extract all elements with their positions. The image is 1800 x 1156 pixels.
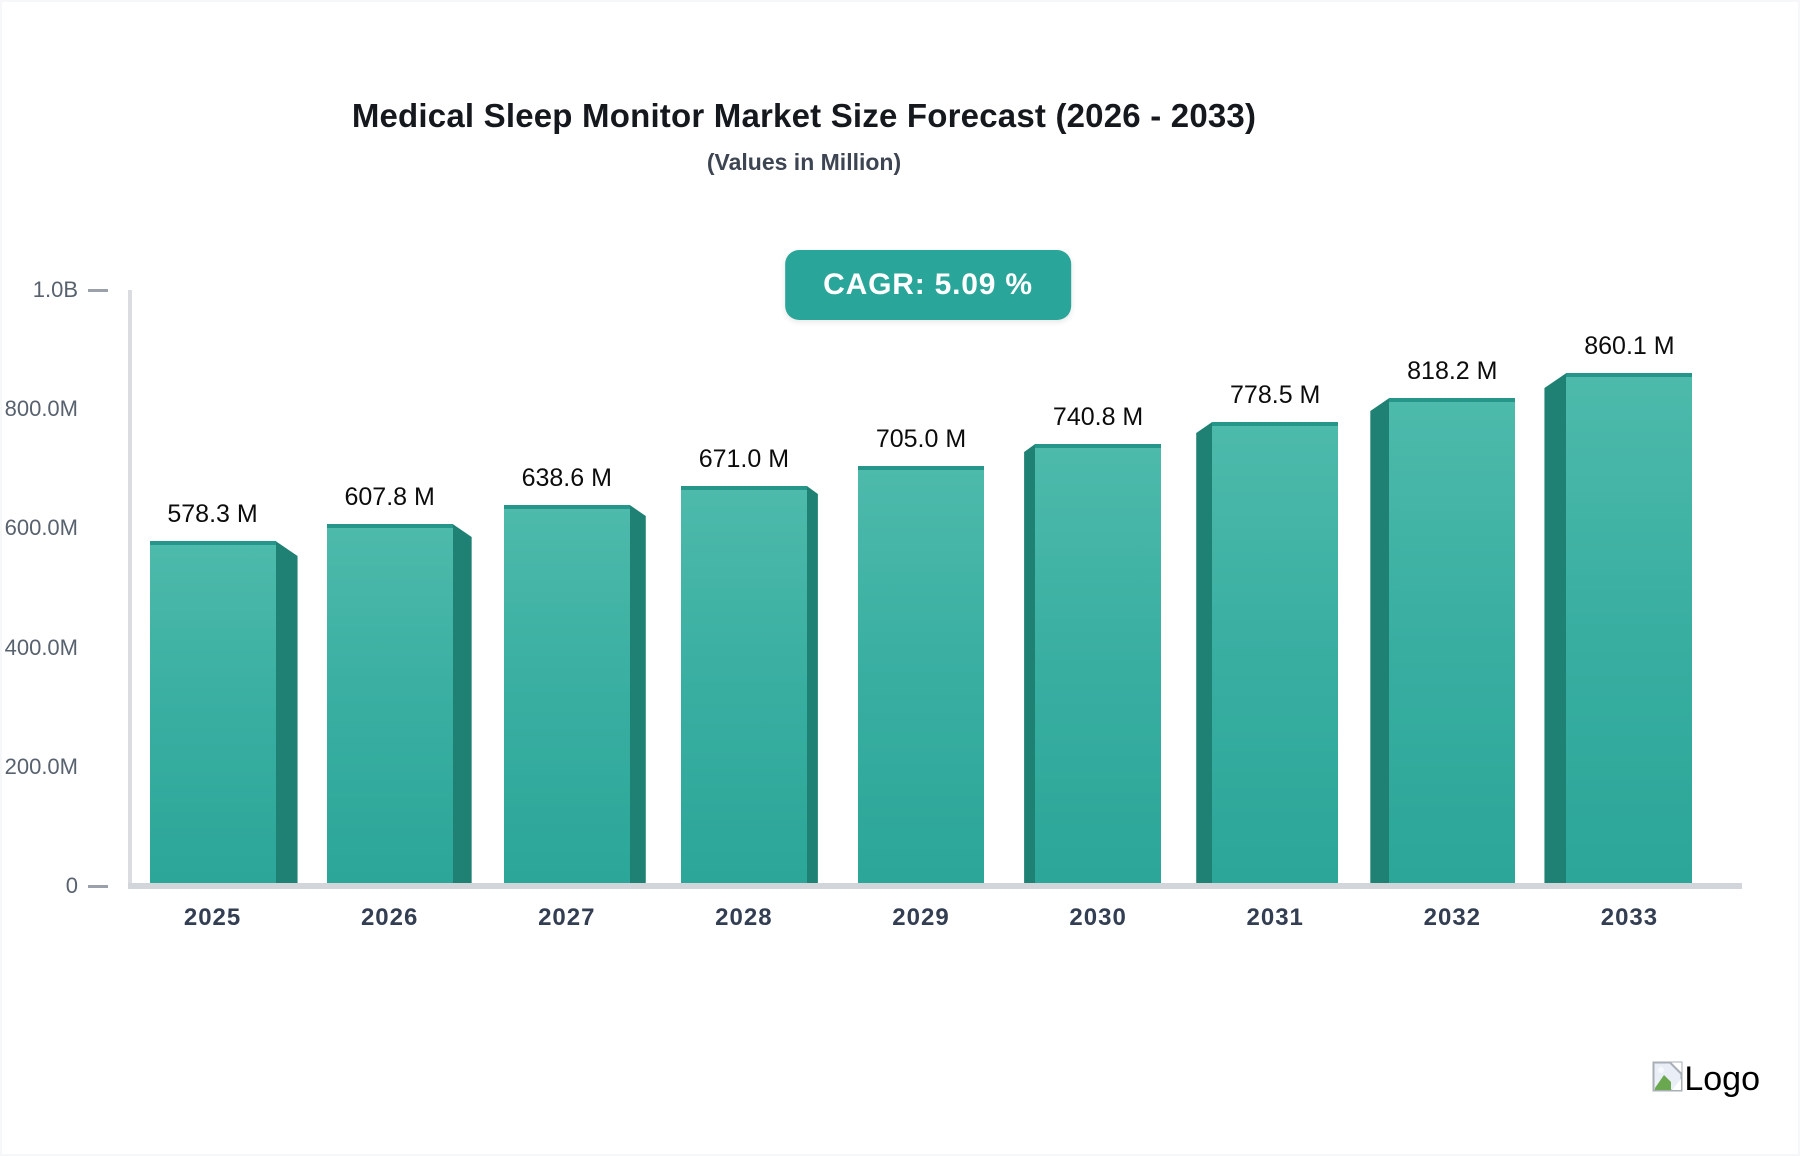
bar-group-2032: 818.2 M 2032: [1364, 290, 1541, 931]
bar-group-2025: 578.3 M 2025: [124, 290, 301, 931]
x-axis-label: 2032: [1423, 904, 1482, 931]
bar-group-2027: 638.6 M 2027: [478, 290, 655, 931]
y-axis-tick-mark: [88, 289, 108, 292]
bar-side-face: [275, 541, 298, 886]
y-axis-tick-label: 0: [65, 873, 78, 898]
bar: [1212, 422, 1339, 886]
bar-value-label: 860.1 M: [1584, 332, 1675, 360]
bar: [326, 524, 453, 886]
x-axis-baseline: [128, 883, 1742, 889]
chart-subtitle: (Values in Million): [706, 149, 902, 175]
y-axis-tick-label: 400.0M: [4, 634, 78, 660]
bar-value-label: 607.8 M: [344, 483, 435, 511]
bar-side-face: [452, 524, 472, 886]
bar-side-face: [1544, 373, 1567, 886]
x-axis-label: 2026: [360, 904, 419, 931]
y-axis-line: [128, 290, 132, 886]
bar-value-label: 578.3 M: [167, 500, 258, 528]
x-axis-label: 2025: [183, 904, 242, 931]
y-axis-tick-mark: [88, 885, 108, 888]
cagr-badge: CAGR: 5.09 %: [785, 250, 1071, 320]
x-axis-label: 2029: [892, 904, 950, 931]
bar-side-face: [1370, 398, 1390, 886]
x-axis-label: 2028: [715, 904, 773, 931]
logo-alt-text: Logo: [1684, 1060, 1760, 1098]
y-axis-tick-label: 800.0M: [4, 396, 78, 422]
bar-group-2028: 671.0 M 2028: [655, 290, 832, 931]
x-axis-label: 2030: [1069, 904, 1127, 931]
bar-value-label: 740.8 M: [1052, 403, 1144, 431]
bar-group-2026: 607.8 M 2026: [301, 290, 478, 931]
bar-value-label: 638.6 M: [521, 464, 612, 492]
logo: Logo: [1652, 1060, 1760, 1098]
bar-value-label: 778.5 M: [1230, 381, 1321, 409]
bar-side-face: [629, 505, 646, 886]
bar-value-label: 671.0 M: [698, 445, 790, 473]
bars-container: 578.3 M 2025 607.8 M 2026 638.6 M 2027 671.0 M…: [124, 290, 1718, 931]
bar-side-face: [806, 486, 818, 886]
bar: [680, 486, 807, 886]
bar: [149, 541, 276, 886]
x-axis-label: 2027: [538, 904, 596, 931]
bar: [503, 505, 630, 886]
x-axis-label: 2031: [1246, 904, 1304, 931]
bar-side-face: [1196, 422, 1213, 886]
bar-group-2029: 705.0 M 2029: [832, 290, 1009, 931]
bar-chart: 578.3 M 2025 607.8 M 2026 638.6 M 2027 671.0 M…: [0, 277, 1800, 931]
bar-value-label: 818.2 M: [1407, 357, 1498, 385]
bar-group-2033: 860.1 M 2033: [1541, 290, 1718, 931]
x-axis-label: 2033: [1600, 904, 1659, 931]
bar: [857, 466, 984, 886]
bar-side-face: [1024, 444, 1036, 886]
broken-image-icon: [1652, 1061, 1683, 1092]
bar-group-2031: 778.5 M 2031: [1187, 290, 1364, 931]
bar-group-2030: 740.8 M 2030: [1010, 290, 1187, 931]
bar: [1566, 373, 1693, 886]
bar: [1389, 398, 1516, 886]
y-axis-tick-label: 1.0B: [32, 277, 78, 302]
y-axis-tick-label: 200.0M: [4, 753, 78, 779]
chart-title: Medical Sleep Monitor Market Size Foreca…: [351, 97, 1257, 134]
bar-value-label: 705.0 M: [875, 425, 967, 453]
bar: [1035, 444, 1162, 886]
y-axis-tick-label: 600.0M: [4, 515, 78, 541]
